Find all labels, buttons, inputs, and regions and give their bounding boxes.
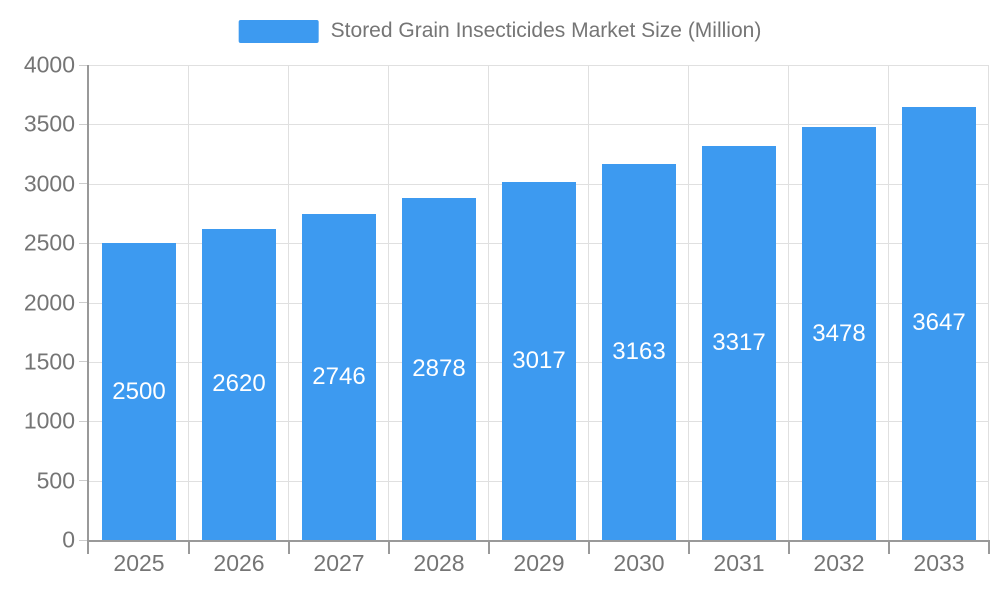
x-axis-category-label: 2027 [313,550,365,576]
y-axis-tick-label: 500 [36,467,75,494]
legend[interactable]: Stored Grain Insecticides Market Size (M… [238,19,762,43]
y-axis-tick-label: 1500 [23,348,75,375]
x-axis-tick [87,540,89,554]
x-axis-tick [188,540,190,554]
x-axis-tick [888,540,890,554]
x-axis-category-label: 2033 [913,550,965,576]
y-axis-tick [79,242,87,244]
x-axis-tick [288,540,290,554]
x-gridline [488,65,489,540]
y-axis-tick [79,183,87,185]
bar-2031[interactable]: 3317 [702,146,776,540]
bar-2030[interactable]: 3163 [602,164,676,540]
bar-value-label: 2746 [312,362,366,390]
bar-value-label: 2878 [412,355,466,383]
y-gridline [89,124,989,126]
x-axis-tick [988,540,990,554]
bar-2025[interactable]: 2500 [102,243,176,540]
bar-value-label: 3478 [812,319,866,347]
x-gridline [888,65,889,540]
x-gridline [188,65,189,540]
y-axis-tick-label: 4000 [23,51,75,78]
x-axis-category-label: 2026 [213,550,265,576]
y-gridline [89,65,989,66]
x-axis-category-label: 2031 [713,550,765,576]
x-gridline [288,65,289,540]
x-axis-tick [488,540,490,554]
x-gridline [588,65,589,540]
x-axis-tick [688,540,690,554]
x-axis-category-label: 2029 [513,550,565,576]
bar-2032[interactable]: 3478 [802,127,876,540]
legend-label: Stored Grain Insecticides Market Size (M… [330,19,762,42]
bar-value-label: 2620 [212,370,266,398]
y-axis-tick-label: 3000 [23,170,75,197]
bar-2029[interactable]: 3017 [502,181,576,540]
y-axis-tick-label: 3500 [23,110,75,137]
bar-2028[interactable]: 2878 [402,198,476,540]
y-axis-tick [79,420,87,422]
x-axis-category-label: 2025 [113,550,165,576]
bar-value-label: 3647 [912,309,966,337]
x-axis-tick [588,540,590,554]
y-axis-tick-label: 2000 [23,289,75,315]
y-axis-tick-label: 0 [62,526,75,553]
y-axis-tick [79,361,87,363]
bar-value-label: 2500 [112,377,166,405]
bar-2027[interactable]: 2746 [302,213,376,540]
y-axis-tick [79,123,87,125]
y-axis-tick [79,480,87,482]
x-axis-category-label: 2028 [413,550,465,576]
y-axis-tick [79,64,87,66]
x-gridline [688,65,689,540]
bar-value-label: 3017 [512,346,566,374]
x-axis-tick [788,540,790,554]
x-gridline [788,65,789,540]
x-gridline [388,65,389,540]
bar-2033[interactable]: 3647 [902,106,976,540]
bar-value-label: 3163 [612,338,666,366]
legend-swatch-icon [238,19,319,43]
x-axis-category-label: 2030 [613,550,665,576]
bar-value-label: 3317 [712,329,766,357]
x-axis-tick [388,540,390,554]
y-axis-tick [79,539,87,541]
bar-2026[interactable]: 2620 [202,228,276,540]
x-axis-category-label: 2032 [813,550,865,576]
y-axis-tick-label: 2500 [23,229,75,256]
y-axis-tick [79,302,87,303]
y-axis-tick-label: 1000 [23,407,75,434]
x-gridline [988,65,989,540]
plot-area: 0 500 1000 1500 2000 2500 3000 3500 4000 2500 2025… [24,52,990,576]
